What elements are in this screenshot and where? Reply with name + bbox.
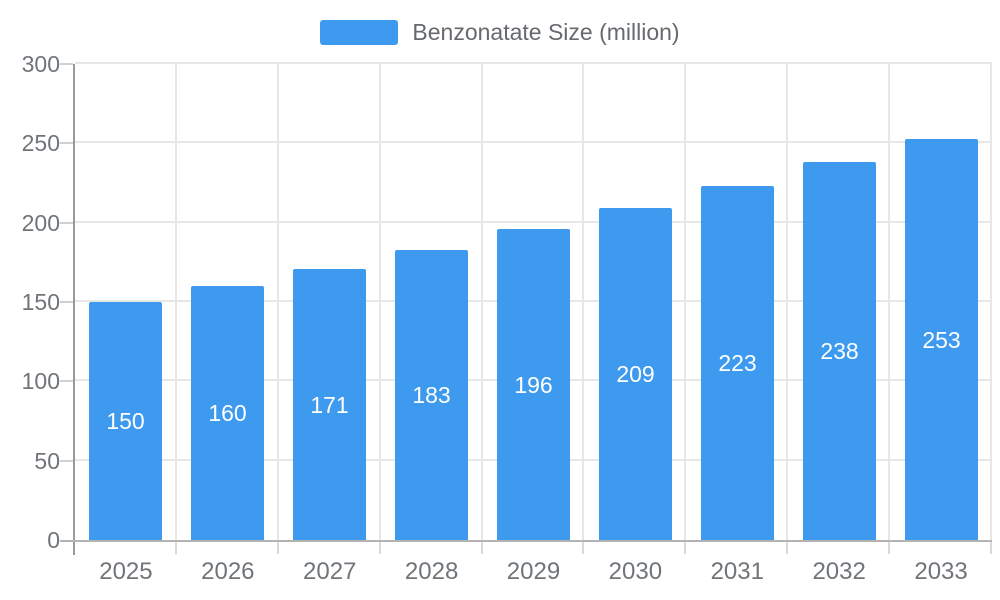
x-tick-label: 2031 [710,558,764,585]
bar[interactable] [293,269,366,540]
x-tick-label: 2033 [914,558,968,585]
legend[interactable]: Benzonatate Size (million) [0,18,1000,46]
legend-swatch[interactable] [320,19,399,45]
bar-value-label: 160 [208,400,247,426]
x-axis-line [60,540,992,542]
gridline-h [75,141,992,144]
bar[interactable] [89,302,162,540]
gridline-v [175,64,177,540]
x-axis-tick [888,540,890,554]
y-axis-tick [60,301,73,303]
bar-value-label: 253 [922,326,961,353]
bar-value-label: 223 [718,350,757,376]
bar-value-label: 150 [106,408,145,434]
bar[interactable] [803,162,876,540]
x-axis-tick [175,540,177,554]
gridline-v [481,64,483,540]
bar-value-label: 238 [820,338,859,364]
y-tick-label: 100 [21,368,60,395]
bar-value-label: 196 [514,371,553,398]
gridline-v [582,64,584,540]
gridline-v [888,64,890,540]
y-tick-label: 200 [21,209,60,236]
x-tick-label: 2030 [608,558,663,585]
y-tick-label: 0 [47,527,60,553]
gridline-h [75,62,992,64]
legend-label: Benzonatate Size (million) [412,18,680,45]
gridline-v [990,64,992,540]
y-axis-tick [60,459,73,462]
x-tick-label: 2025 [99,558,153,585]
y-axis-tick [60,142,73,145]
y-axis-tick [60,63,73,65]
bar-value-label: 209 [616,361,655,387]
y-axis-tick [60,221,73,224]
bar[interactable] [395,250,468,540]
x-axis-tick [786,540,788,554]
y-axis-tick [60,380,73,383]
gridline-v [379,64,381,540]
bar[interactable] [191,286,264,540]
x-axis-tick [684,540,686,554]
x-axis-tick [379,540,381,554]
bar[interactable] [599,208,672,540]
bar[interactable] [701,186,774,540]
y-tick-label: 50 [34,447,60,474]
bar[interactable] [497,229,570,540]
x-tick-label: 2029 [506,558,561,585]
x-tick-label: 2028 [404,558,459,585]
y-tick-label: 150 [21,289,60,315]
x-tick-label: 2027 [303,558,357,585]
x-tick-label: 2032 [812,558,866,585]
x-tick-label: 2026 [201,558,255,585]
bar-value-label: 183 [412,382,451,408]
y-tick-label: 300 [21,51,60,77]
gridline-h [75,220,992,223]
gridline-v [684,64,686,540]
y-tick-label: 250 [21,130,60,157]
x-axis-tick [990,540,992,554]
bar-value-label: 171 [310,391,349,418]
y-axis-line [73,64,75,555]
x-axis-tick [582,540,584,554]
x-axis-tick [277,540,279,554]
bar[interactable] [905,139,978,540]
plot-area: 0 50 100 150 200 250 300 150 2025 160 2026 171 2027 1… [22,51,992,585]
gridline-v [786,64,788,540]
x-axis-tick [481,540,483,554]
gridline-v [277,64,279,540]
